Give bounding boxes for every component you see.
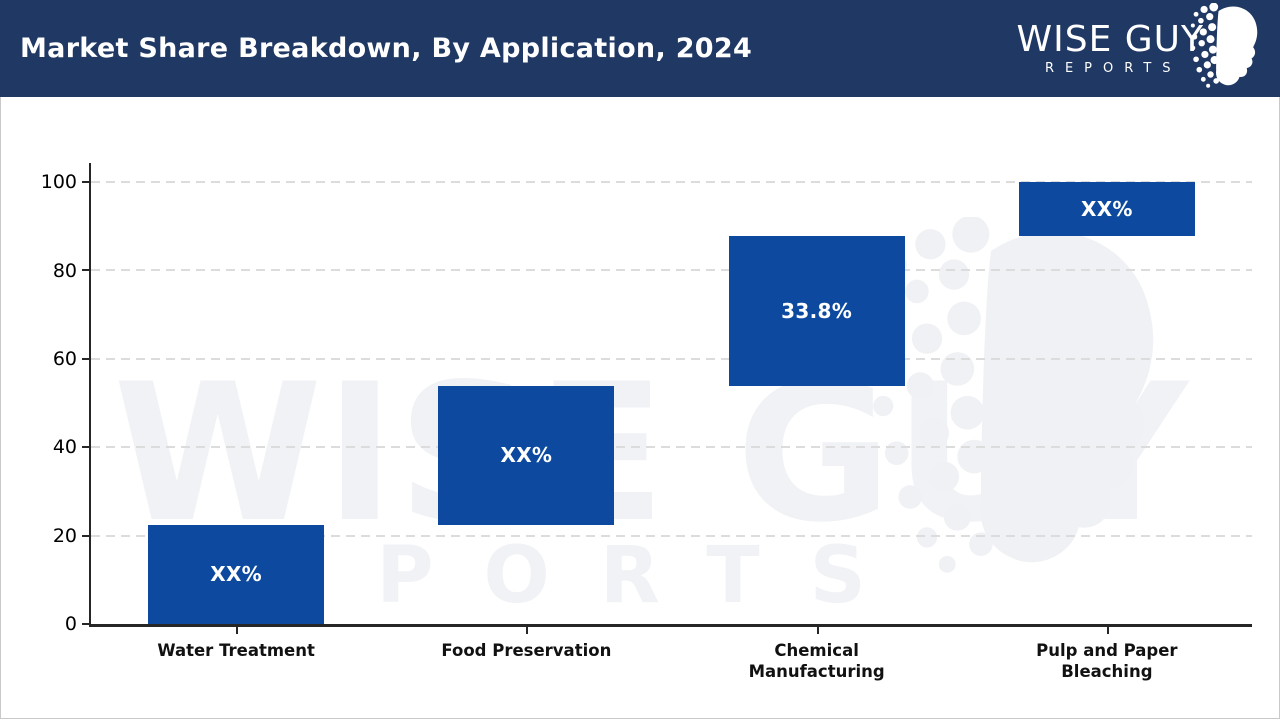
page-title: Market Share Breakdown, By Application, … — [20, 33, 753, 64]
bar-value-label: XX% — [500, 443, 553, 468]
x-tick — [526, 627, 529, 634]
logo-brand-text: WISE GUY — [1016, 18, 1204, 60]
category-column: XX% Water Treatment — [91, 163, 381, 660]
y-tick-label-80: 80 — [52, 259, 77, 282]
bar-value-label: XX% — [1080, 197, 1133, 222]
y-tick-label-40: 40 — [52, 436, 77, 459]
x-axis-category-label: Water Treatment — [157, 641, 315, 660]
plot-area: 0 20 40 60 80 100 XX% Water Treatment XX% Food Pr… — [41, 163, 1252, 681]
bar-value-label: XX% — [210, 562, 263, 587]
bar-segment: 33.8% — [728, 236, 905, 386]
gridline-60 — [91, 357, 1252, 360]
x-axis-category-label: Food Preservation — [441, 641, 612, 660]
logo-sub-text: REPORTS — [1044, 60, 1182, 76]
gridline-40 — [91, 446, 1252, 449]
watermark-head-icon — [873, 217, 1154, 573]
bar-segment: XX% — [1018, 182, 1195, 237]
logo-text: WISE GUY REPORTS — [1016, 18, 1205, 76]
gridline-20 — [91, 534, 1252, 537]
x-axis-category-label: Chemical Manufacturing — [748, 641, 885, 682]
y-tick-label-100: 100 — [40, 171, 77, 194]
y-tick-80 — [82, 269, 90, 272]
y-tick-60 — [82, 357, 90, 360]
x-tick — [816, 627, 819, 634]
x-axis-category-label: Pulp and Paper Bleaching — [1036, 641, 1178, 682]
category-column: XX% Pulp and Paper Bleaching — [962, 163, 1252, 681]
gridline-100 — [91, 181, 1252, 184]
category-column: XX% Food Preservation — [381, 163, 671, 660]
y-tick-20 — [82, 534, 90, 537]
x-tick — [1106, 627, 1109, 634]
y-tick-40 — [82, 446, 90, 449]
x-tick — [236, 627, 239, 634]
head-profile-icon — [1190, 2, 1258, 88]
y-tick-label-20: 20 — [52, 524, 77, 547]
gridline-80 — [91, 269, 1252, 272]
y-tick-0 — [82, 623, 90, 625]
bar-segment: XX% — [148, 524, 325, 624]
y-tick-label-0: 0 — [64, 613, 77, 636]
category-column: 33.8% Chemical Manufacturing — [672, 163, 962, 681]
chart-panel: WISE GUY REPORTS 0 20 40 60 80 100 XX% Water Tr… — [0, 97, 1280, 719]
wiseguy-logo: WISE GUY REPORTS — [1017, 0, 1267, 97]
bar-segment: XX% — [438, 385, 615, 525]
bar-value-label: 33.8% — [781, 299, 853, 324]
report-header: Market Share Breakdown, By Application, … — [0, 0, 1280, 97]
y-tick-label-60: 60 — [52, 348, 77, 371]
y-tick-100 — [82, 181, 90, 184]
